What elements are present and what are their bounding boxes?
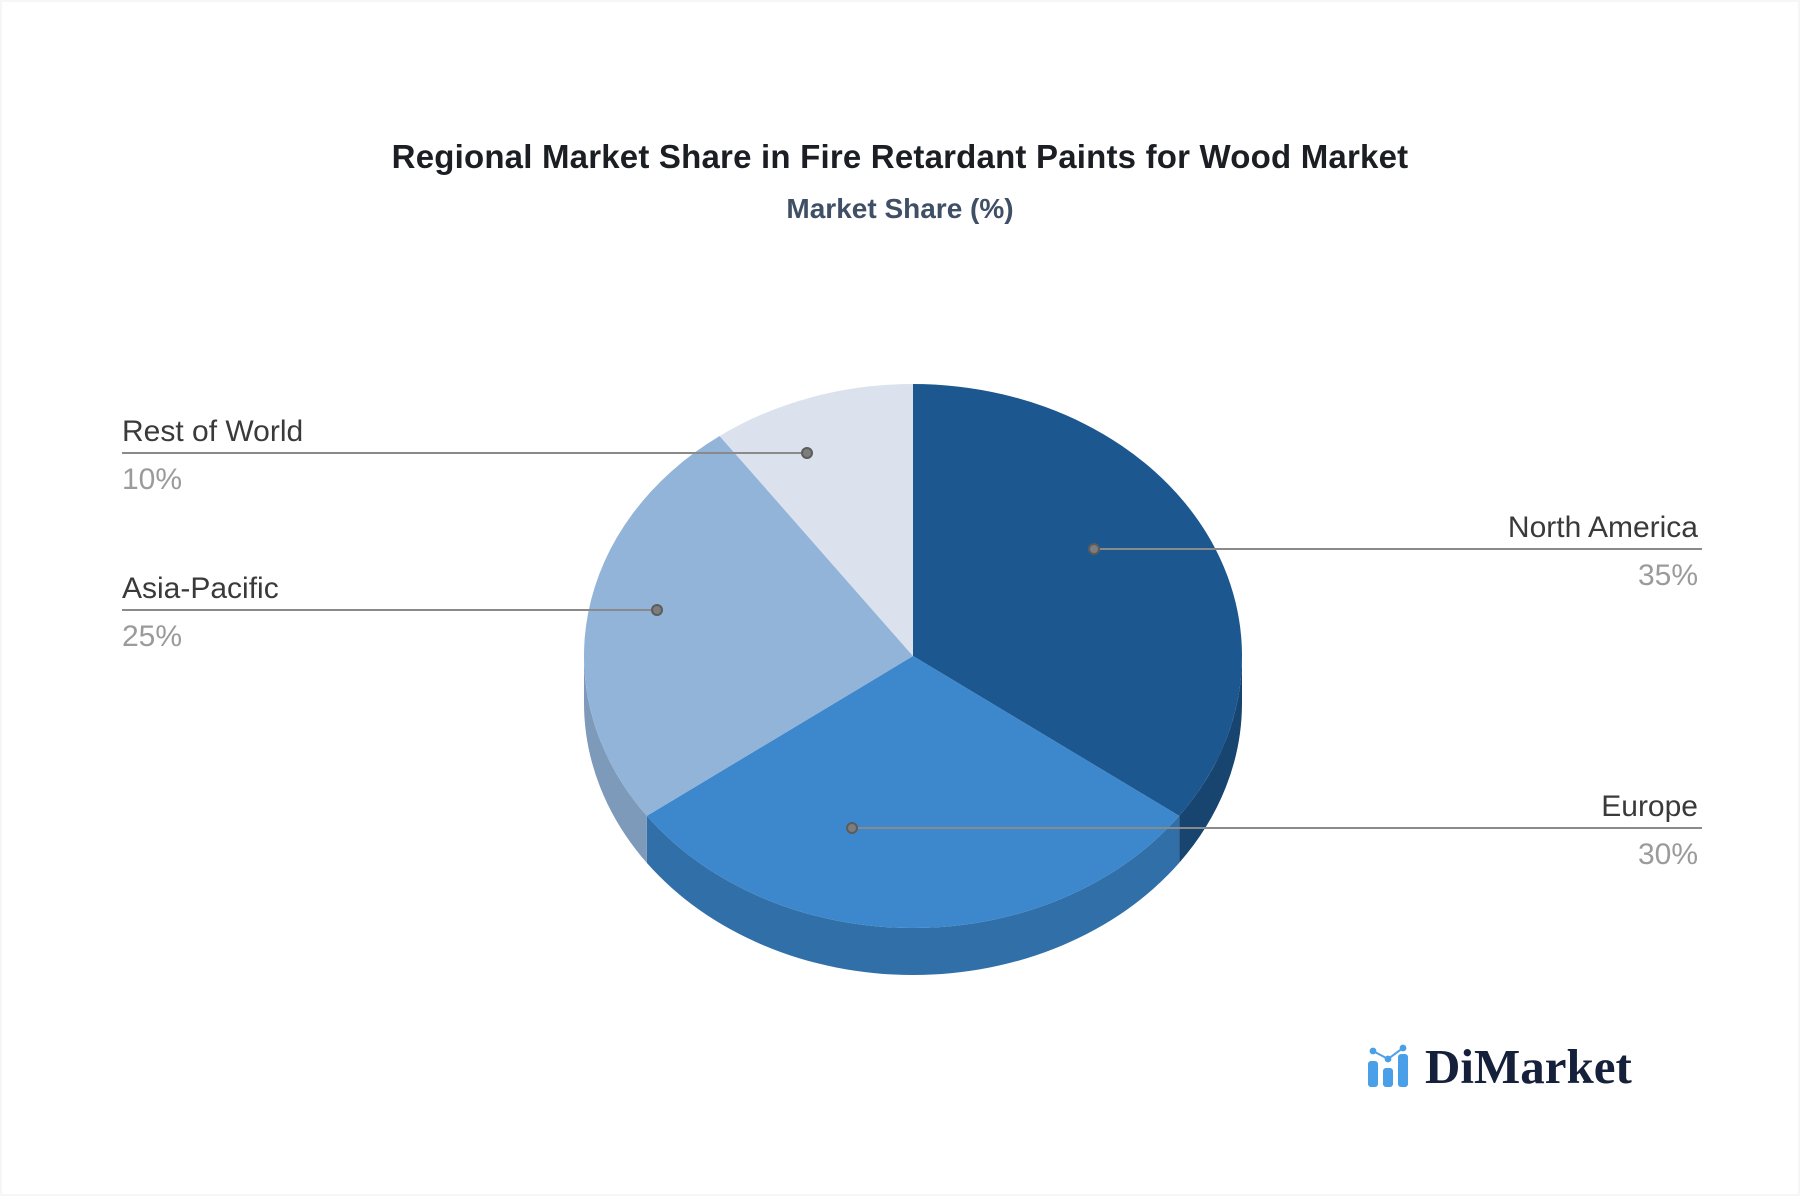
chart-subtitle: Market Share (%) (786, 193, 1014, 224)
pie-slice-side (584, 656, 647, 863)
slice-label: Europe 30% (1601, 789, 1698, 873)
leader-dot (1088, 543, 1100, 555)
chart-header: Regional Market Share in Fire Retardant … (2, 138, 1798, 225)
slice-label-name: Asia-Pacific (122, 572, 279, 605)
chart-title: Regional Market Share in Fire Retardant … (391, 138, 1409, 175)
logo-text: DiMarket (1425, 1039, 1632, 1094)
leader-dot (801, 447, 813, 459)
slice-label-name: North America (1507, 511, 1698, 544)
pie-slice[interactable] (646, 656, 1180, 929)
slice-label-value: 30% (1637, 838, 1698, 871)
slice-label: Asia-Pacific 25% (122, 571, 279, 655)
slice-label: Rest of World 10% (122, 414, 303, 498)
pie-slice[interactable] (913, 384, 1243, 816)
slice-label-name: Rest of World (122, 415, 304, 448)
leader-dot (651, 604, 663, 616)
pie-slice-side (646, 815, 1180, 975)
bar-line-chart-icon (1368, 1044, 1408, 1087)
dimarket-logo[interactable]: DiMarket (1366, 1042, 1632, 1091)
slice-label-value: 25% (122, 620, 183, 653)
slice-label-value: 10% (122, 463, 183, 496)
slice-label: North America 35% (1508, 510, 1698, 594)
slice-label-value: 35% (1637, 559, 1698, 592)
pie-slice-side (1179, 656, 1242, 863)
slice-label-name: Europe (1601, 790, 1698, 823)
leader-dot (846, 822, 858, 834)
pie-slice[interactable] (584, 435, 913, 816)
